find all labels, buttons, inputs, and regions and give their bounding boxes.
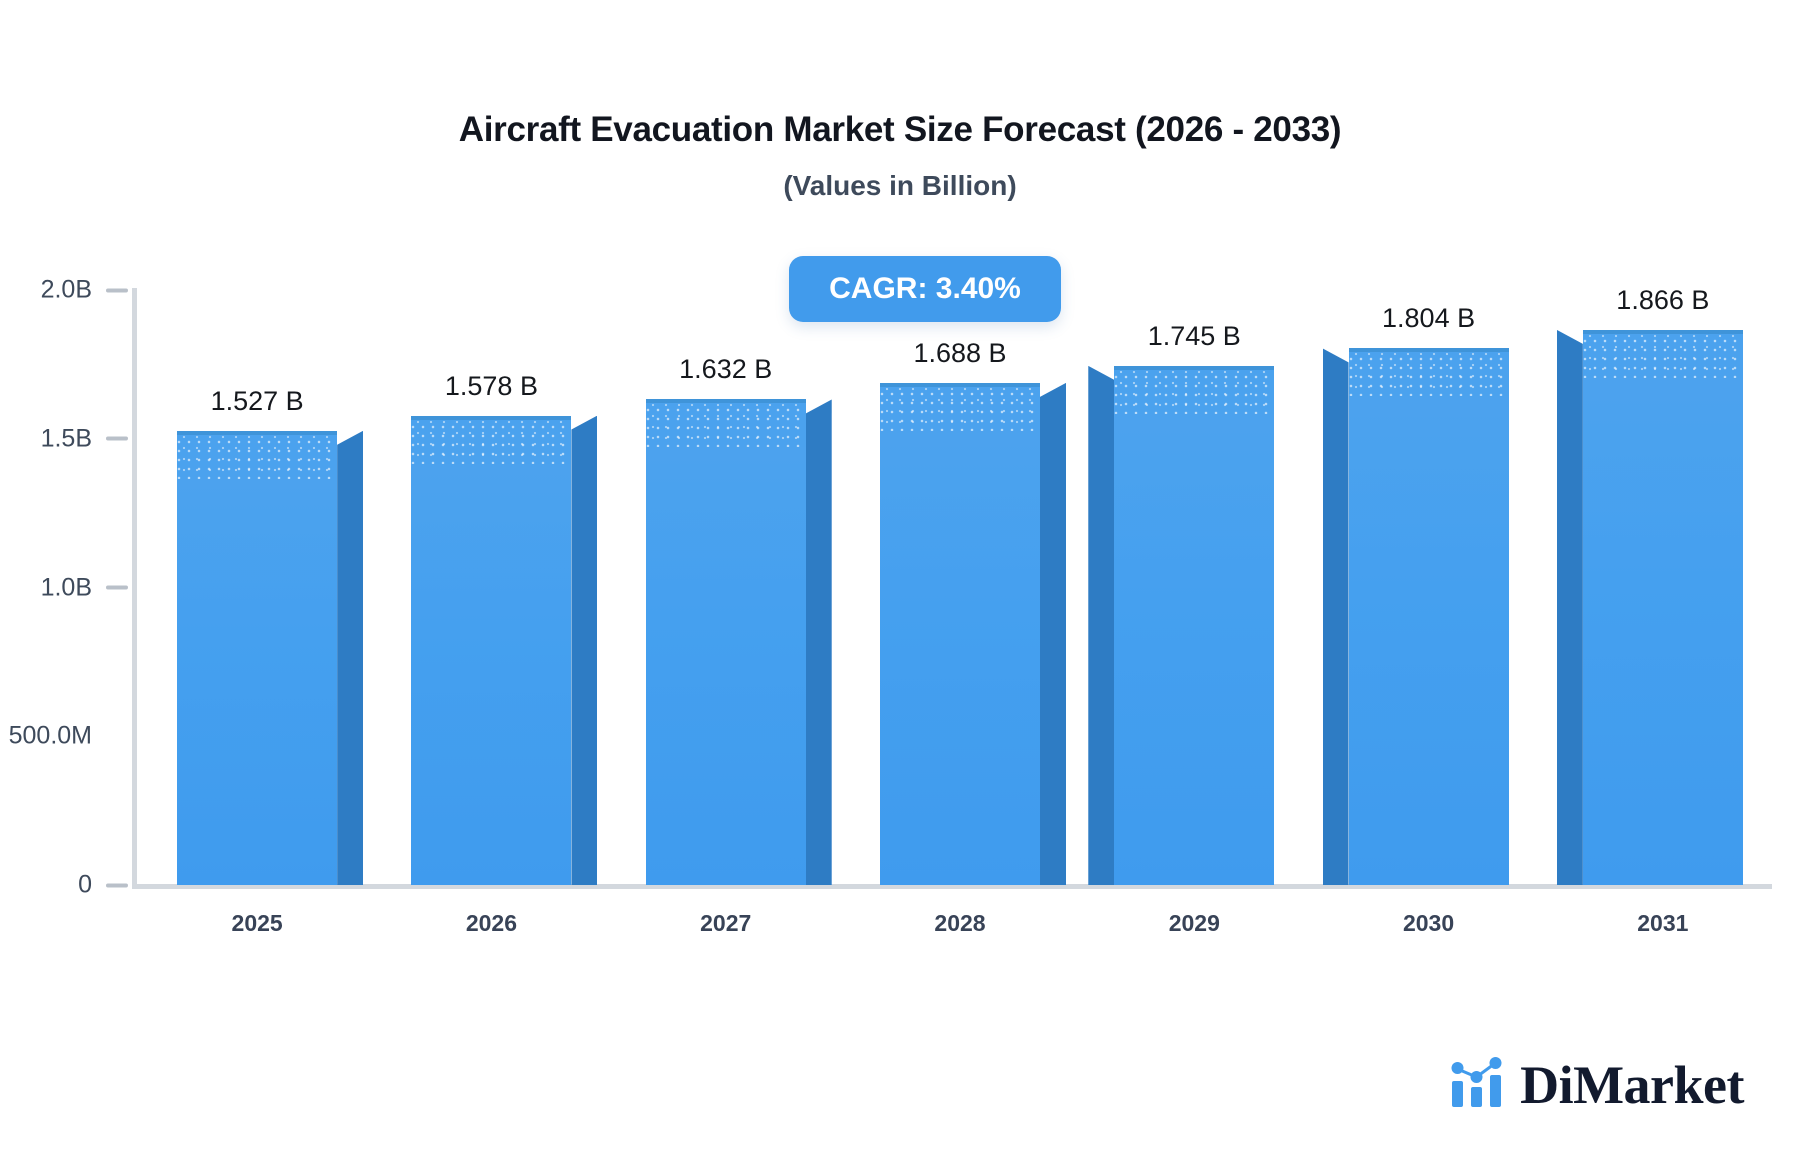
bar-value-label: 1.632 B (679, 354, 773, 385)
y-tick-mark (106, 288, 128, 292)
y-tick-label: 1.0B (40, 573, 92, 601)
bar-chart-icon (1450, 1055, 1506, 1114)
dimarket-logo: DiMarket (1450, 1055, 1744, 1114)
plot-area: 1.527 B 1.578 B 1.632 B 1.688 B 1.745 B 1.804… (132, 285, 1772, 885)
bar-front-face (1582, 329, 1743, 885)
bar-2026[interactable]: 1.578 B (411, 371, 598, 885)
bar-value-label: 1.527 B (210, 385, 304, 416)
y-axis-line (132, 288, 137, 888)
y-tick: 0 (78, 871, 128, 900)
x-tick-label-2029: 2029 (1168, 910, 1220, 936)
bar-side-face (1088, 365, 1115, 885)
logo-text: DiMarket (1520, 1054, 1744, 1115)
y-tick-label: 500.0M (8, 721, 92, 750)
bar-side-face (1556, 329, 1583, 885)
chart-title: Aircraft Evacuation Market Size Forecast… (458, 110, 1342, 149)
x-tick-label-2026: 2026 (465, 910, 518, 936)
x-tick-label-2030: 2030 (1402, 910, 1455, 936)
bar-front-face (177, 430, 338, 885)
bar-side-face (337, 430, 364, 885)
x-axis-line (132, 884, 1772, 889)
chart-subtitle: (Values in Billion) (783, 170, 1017, 201)
bar-value-label: 1.866 B (1616, 284, 1710, 315)
bar-value-label: 1.578 B (444, 370, 538, 401)
bar-2029[interactable]: 1.745 B (1088, 321, 1275, 885)
bar-side-face (1040, 382, 1066, 885)
cagr-badge: CAGR: 3.40% (789, 256, 1061, 322)
bar-front-face (880, 382, 1040, 885)
bar-2031[interactable]: 1.866 B (1556, 285, 1743, 885)
bar-front-face (645, 399, 806, 885)
y-tick-mark (106, 883, 128, 887)
bar-side-face (571, 415, 598, 885)
bar-front-face (411, 415, 572, 885)
bar-2027[interactable]: 1.632 B (645, 354, 832, 885)
x-tick-label-2027: 2027 (700, 910, 752, 936)
bar-side-face (805, 399, 832, 885)
y-tick: 1.5B (41, 424, 128, 453)
bar-2030[interactable]: 1.804 B (1322, 303, 1509, 885)
y-tick-mark (106, 585, 128, 590)
x-tick-label-2028: 2028 (934, 910, 986, 936)
bar-front-face (1348, 348, 1509, 885)
y-tick-label: 0 (78, 870, 92, 899)
bar-value-label: 1.688 B (913, 337, 1007, 368)
y-tick: 1.0B (41, 573, 128, 602)
bar-2028[interactable]: 1.688 B (880, 338, 1066, 885)
bar-value-label: 1.745 B (1147, 320, 1241, 351)
y-tick-mark (106, 436, 128, 441)
bar-value-label: 1.804 B (1382, 303, 1476, 334)
y-tick: 500.0M (9, 722, 128, 751)
bar-side-face (1322, 348, 1349, 885)
bar-front-face (1114, 365, 1275, 885)
x-tick-label-2031: 2031 (1637, 910, 1689, 936)
y-tick-label: 2.0B (40, 275, 92, 304)
y-axis: 2.0B 1.5B 1.0B 500.0M 0 (0, 0, 128, 1156)
y-tick-label: 1.5B (40, 424, 92, 453)
x-tick-label-2025: 2025 (231, 910, 283, 936)
bar-2025[interactable]: 1.527 B (177, 386, 364, 885)
y-tick: 2.0B (41, 276, 128, 305)
